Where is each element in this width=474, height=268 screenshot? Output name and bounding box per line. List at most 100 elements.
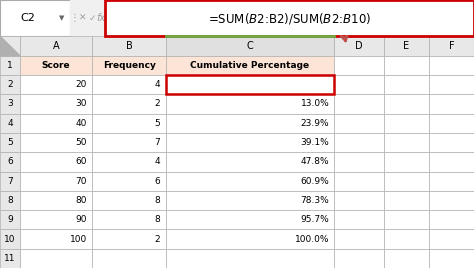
Bar xyxy=(429,172,474,191)
Bar xyxy=(20,191,92,210)
Bar xyxy=(334,36,384,56)
Bar xyxy=(0,191,20,210)
Bar xyxy=(166,249,334,268)
Bar xyxy=(20,75,92,94)
Text: 30: 30 xyxy=(75,99,87,109)
Bar xyxy=(92,114,166,133)
Bar xyxy=(384,229,429,249)
Bar xyxy=(384,210,429,229)
Bar xyxy=(384,152,429,172)
Bar xyxy=(0,56,20,75)
Bar xyxy=(429,249,474,268)
Text: 2: 2 xyxy=(7,80,13,89)
Bar xyxy=(166,210,334,229)
Bar xyxy=(334,94,384,114)
Bar xyxy=(166,133,334,152)
Bar xyxy=(334,114,384,133)
Bar xyxy=(92,229,166,249)
Text: 60.9%: 60.9% xyxy=(301,177,329,186)
Bar xyxy=(334,229,384,249)
Text: 39.1%: 39.1% xyxy=(301,138,329,147)
Text: 10: 10 xyxy=(4,234,16,244)
Bar xyxy=(92,172,166,191)
Text: C: C xyxy=(246,41,254,51)
Text: 23.9%: 23.9% xyxy=(301,119,329,128)
Bar xyxy=(20,36,92,56)
Bar xyxy=(334,133,384,152)
Text: A: A xyxy=(53,41,59,51)
Bar xyxy=(429,114,474,133)
Bar xyxy=(166,94,334,114)
Bar xyxy=(92,56,166,75)
Bar xyxy=(92,152,166,172)
Bar xyxy=(384,36,429,56)
Bar xyxy=(166,172,334,191)
Text: Score: Score xyxy=(42,61,71,70)
Text: F: F xyxy=(449,41,454,51)
Bar xyxy=(70,0,105,36)
Text: ✕: ✕ xyxy=(79,14,87,23)
Bar xyxy=(0,36,20,56)
Bar xyxy=(20,56,92,75)
Text: 2: 2 xyxy=(155,234,160,244)
Text: 100.0%: 100.0% xyxy=(295,234,329,244)
Bar xyxy=(166,114,334,133)
Text: D: D xyxy=(355,41,363,51)
Bar xyxy=(166,36,334,56)
Text: 7: 7 xyxy=(7,177,13,186)
Bar xyxy=(0,152,20,172)
Text: 5: 5 xyxy=(7,138,13,147)
Bar xyxy=(384,56,429,75)
Bar xyxy=(166,56,334,75)
Bar xyxy=(20,172,92,191)
Bar xyxy=(92,36,166,56)
Bar xyxy=(0,94,20,114)
Text: fx: fx xyxy=(96,13,105,23)
Text: E: E xyxy=(403,41,410,51)
Text: 60: 60 xyxy=(75,157,87,166)
Bar xyxy=(334,56,384,75)
Text: 8: 8 xyxy=(155,215,160,224)
Bar xyxy=(384,114,429,133)
Bar xyxy=(429,36,474,56)
Bar xyxy=(384,133,429,152)
Text: 78.3%: 78.3% xyxy=(301,196,329,205)
Bar xyxy=(20,133,92,152)
Text: 95.7%: 95.7% xyxy=(301,215,329,224)
Bar xyxy=(384,191,429,210)
Text: 100: 100 xyxy=(70,234,87,244)
Text: 3: 3 xyxy=(7,99,13,109)
Bar xyxy=(20,229,92,249)
Text: 70: 70 xyxy=(75,177,87,186)
Bar xyxy=(20,152,92,172)
Bar xyxy=(92,210,166,229)
Bar xyxy=(92,75,166,94)
Text: 2: 2 xyxy=(155,99,160,109)
Bar xyxy=(166,229,334,249)
Bar xyxy=(166,75,334,94)
Bar xyxy=(0,0,70,36)
Bar xyxy=(20,249,92,268)
Bar xyxy=(92,191,166,210)
Bar xyxy=(166,191,334,210)
Bar xyxy=(384,172,429,191)
Bar xyxy=(92,133,166,152)
Text: 11: 11 xyxy=(4,254,16,263)
Text: Cumulative Percentage: Cumulative Percentage xyxy=(191,61,310,70)
Text: 4: 4 xyxy=(155,80,160,89)
Text: 50: 50 xyxy=(75,138,87,147)
Polygon shape xyxy=(0,36,20,56)
Bar xyxy=(0,229,20,249)
Text: 8: 8 xyxy=(7,196,13,205)
Bar xyxy=(334,172,384,191)
Bar xyxy=(429,210,474,229)
Bar xyxy=(166,152,334,172)
Text: 5: 5 xyxy=(155,119,160,128)
Text: 80: 80 xyxy=(75,196,87,205)
Bar xyxy=(384,75,429,94)
Bar xyxy=(334,210,384,229)
Bar xyxy=(334,191,384,210)
Text: =SUM($B$2:B2)/SUM($B$2:$B$10): =SUM($B$2:B2)/SUM($B$2:$B$10) xyxy=(208,11,371,25)
Bar xyxy=(0,172,20,191)
Bar xyxy=(105,0,474,36)
